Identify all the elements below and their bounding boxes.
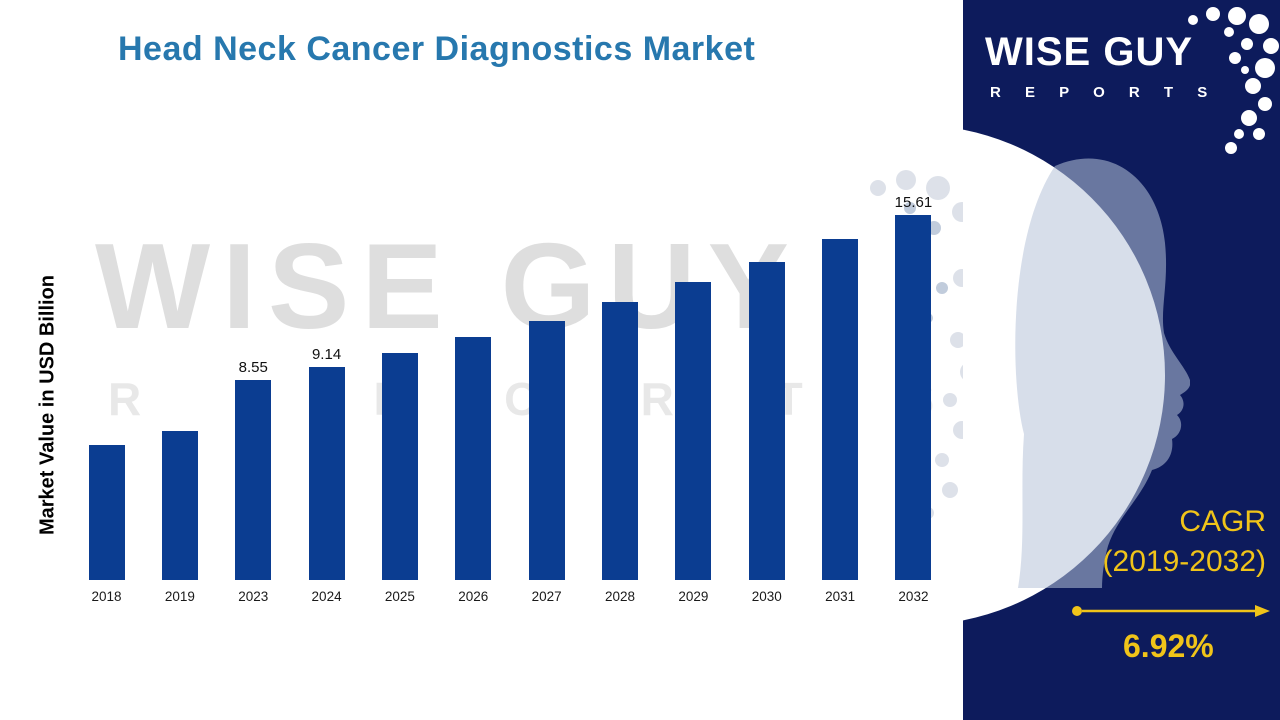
arrow-icon bbox=[1072, 605, 1270, 617]
bar-slot bbox=[584, 148, 657, 580]
bar bbox=[602, 302, 639, 580]
bar bbox=[235, 380, 272, 580]
x-tick-label: 2030 bbox=[751, 589, 782, 604]
bar-group: 8.55 9.14 15.61 bbox=[70, 148, 950, 580]
x-tick-label: 2025 bbox=[384, 589, 415, 604]
x-tick-label: 2019 bbox=[164, 589, 195, 604]
x-tick-label: 2028 bbox=[604, 589, 636, 604]
cagr-value: 6.92% bbox=[1123, 628, 1214, 664]
logo-dots-icon bbox=[1188, 7, 1279, 154]
bar-slot bbox=[143, 148, 216, 580]
bar-slot: 9.14 bbox=[290, 148, 363, 580]
y-axis-label: Market Value in USD Billion bbox=[36, 274, 59, 536]
x-tick-label: 2024 bbox=[311, 589, 342, 604]
bar bbox=[748, 262, 785, 580]
x-tick-label: 2027 bbox=[531, 589, 562, 604]
bar-slot bbox=[363, 148, 436, 580]
bar bbox=[88, 445, 125, 580]
bar-slot bbox=[657, 148, 730, 580]
cagr-block: CAGR (2019-2032) bbox=[1103, 502, 1266, 582]
watermark-text: WISE GUY bbox=[95, 218, 802, 354]
bar-slot bbox=[437, 148, 510, 580]
logo-subtext: R E P O R T S bbox=[990, 84, 1218, 101]
bar-value-label: 9.14 bbox=[311, 346, 342, 363]
x-tick-label: 2031 bbox=[825, 589, 856, 604]
x-tick-label: 2026 bbox=[458, 589, 489, 604]
bar-slot: 15.61 bbox=[877, 148, 950, 580]
x-tick-label: 2032 bbox=[898, 589, 929, 604]
bar-slot bbox=[804, 148, 877, 580]
bar bbox=[528, 321, 565, 580]
sidebar: WISE GUY R E P O R T S CAGR (2019-2032) … bbox=[963, 0, 1280, 720]
tick-row: 2018 2019 2023 2024 2025 2026 2027 2028 2029 2030… bbox=[70, 589, 950, 604]
bar-slot bbox=[510, 148, 583, 580]
logo-wordmark: WISE GUY bbox=[985, 30, 1194, 74]
cagr-range: (2019-2032) bbox=[1102, 545, 1266, 578]
bar bbox=[675, 282, 712, 580]
page-title: Head Neck Cancer Diagnostics Market bbox=[118, 30, 756, 68]
bar bbox=[895, 215, 932, 580]
bar bbox=[161, 431, 198, 580]
bar-slot bbox=[730, 148, 803, 580]
bar bbox=[455, 337, 492, 580]
bar bbox=[381, 353, 418, 580]
bar-slot bbox=[70, 148, 143, 580]
x-tick-label: 2023 bbox=[238, 589, 269, 604]
face-profile-illustration bbox=[1015, 158, 1190, 588]
bar bbox=[822, 239, 859, 580]
bar-slot: 8.55 bbox=[217, 148, 290, 580]
bar bbox=[308, 367, 345, 580]
x-tick-label: 2018 bbox=[91, 589, 122, 604]
cagr-label: CAGR bbox=[1179, 505, 1266, 538]
x-tick-label: 2029 bbox=[678, 589, 709, 604]
bar-value-label: 8.55 bbox=[238, 359, 268, 376]
bar-value-label: 15.61 bbox=[894, 194, 933, 211]
